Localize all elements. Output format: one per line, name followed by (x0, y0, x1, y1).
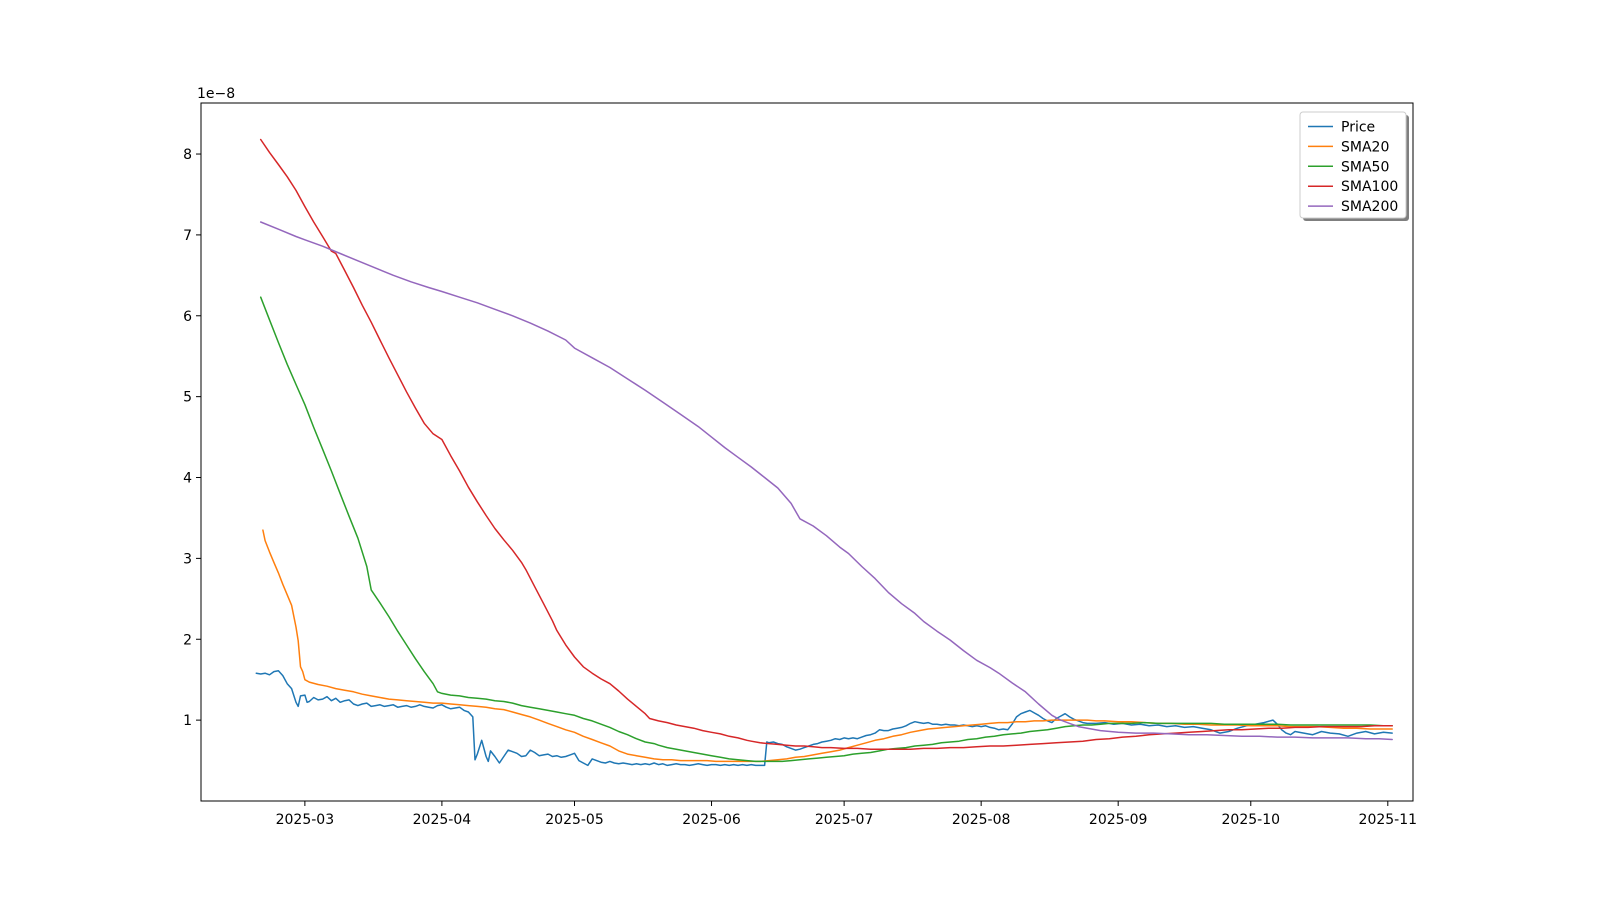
legend-label-price: Price (1341, 120, 1375, 136)
y-tick-label: 2 (183, 632, 192, 648)
x-tick-label: 2025-03 (276, 812, 335, 828)
x-tick-label: 2025-09 (1089, 812, 1148, 828)
series-lines (255, 138, 1393, 767)
y-axis-ticks: 1 2 3 4 5 6 7 8 (183, 147, 201, 729)
legend-label-sma50: SMA50 (1341, 159, 1389, 175)
y-axis-offset-label: 1e−8 (197, 86, 235, 102)
y-tick-label: 1 (183, 713, 192, 729)
y-tick-label: 7 (183, 228, 192, 244)
y-tick-label: 4 (183, 471, 192, 487)
y-tick-label: 6 (183, 309, 192, 325)
y-tick-label: 5 (183, 390, 192, 406)
series-line-sma50 (259, 296, 1393, 763)
legend-box (1299, 111, 1407, 219)
x-tick-label: 2025-06 (682, 812, 741, 828)
x-tick-label: 2025-08 (952, 812, 1011, 828)
x-tick-label: 2025-05 (545, 812, 604, 828)
legend-label-sma200: SMA200 (1341, 199, 1398, 215)
series-line-price (255, 670, 1393, 767)
legend-label-sma20: SMA20 (1341, 139, 1389, 155)
legend: Price SMA20 SMA50 SMA100 SMA200 (1299, 111, 1409, 221)
x-tick-label: 2025-11 (1359, 812, 1418, 828)
legend-label-sma100: SMA100 (1341, 179, 1398, 195)
series-line-sma100 (259, 138, 1393, 750)
y-tick-label: 3 (183, 551, 192, 567)
x-tick-label: 2025-04 (413, 812, 472, 828)
plot-frame (200, 102, 1414, 802)
x-tick-label: 2025-07 (815, 812, 874, 828)
x-axis-ticks: 2025-03 2025-04 2025-05 2025-06 2025-07 2025-… (276, 801, 1417, 828)
x-tick-label: 2025-10 (1222, 812, 1281, 828)
series-line-sma20 (262, 529, 1393, 763)
y-tick-label: 8 (183, 147, 192, 163)
series-line-sma200 (259, 221, 1393, 741)
